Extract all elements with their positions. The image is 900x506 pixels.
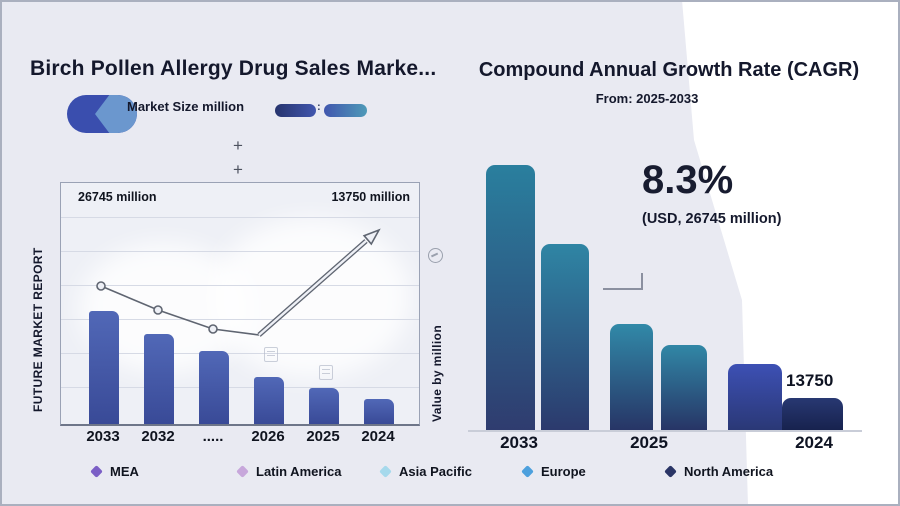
gridline <box>61 319 419 320</box>
x-tick-label: 2025 <box>630 433 668 452</box>
legend-item-north-america: North America <box>664 464 774 479</box>
bar-2026 <box>254 377 284 424</box>
x-tick-label: 2033 <box>500 433 538 452</box>
gradient-pill-left <box>275 104 316 117</box>
legend-item-europe: Europe <box>521 464 586 479</box>
value-label-13750: 13750 <box>786 371 834 390</box>
legend-diamond-icon <box>379 465 392 478</box>
trend-line-and-arrow <box>96 228 381 337</box>
clock-icon <box>428 248 443 263</box>
cagr-detail: (USD, 26745 million) <box>642 211 782 227</box>
bar-2024-bar-b <box>782 398 843 430</box>
x-tick-label: 2032 <box>141 428 175 445</box>
cylinder-icon <box>67 95 137 133</box>
cagr-percentage: 8.3% <box>642 158 734 202</box>
step-line-decoration <box>641 273 643 289</box>
gridline <box>61 251 419 252</box>
x-tick-label: ..... <box>202 428 224 445</box>
legend-label: Europe <box>541 464 586 479</box>
legend-item-asia-pacific: Asia Pacific <box>379 464 472 479</box>
legend-diamond-icon <box>236 465 249 478</box>
watermark-document-icon <box>264 347 278 362</box>
annotation-13750: 13750 million <box>331 190 410 204</box>
future-market-report-label: FUTURE MARKET REPORT <box>31 247 45 412</box>
bar-2032 <box>144 334 174 424</box>
bar-2024-bar-a <box>728 364 782 430</box>
bar-2033-bar-a <box>486 165 535 430</box>
left-chart-title: Birch Pollen Allergy Drug Sales Marke... <box>30 57 437 80</box>
plus-decoration-2: + <box>233 160 243 179</box>
bar-2033 <box>89 311 119 424</box>
legend-diamond-icon <box>521 465 534 478</box>
legend-label: MEA <box>110 464 139 479</box>
bar-2033-bar-b <box>541 244 589 430</box>
legend-label: Asia Pacific <box>399 464 472 479</box>
watermark-document-icon <box>319 365 333 380</box>
gridline <box>61 353 419 354</box>
annotation-26745: 26745 million <box>78 190 157 204</box>
x-tick-label: 2025 <box>306 428 340 445</box>
right-chart-axis-line <box>468 430 862 432</box>
pill-colon: : <box>317 101 321 113</box>
gridline <box>61 285 419 286</box>
cloud-decoration <box>211 218 411 378</box>
bar-2025-bar-a <box>610 324 653 430</box>
market-size-label: Market Size million <box>127 99 245 114</box>
x-tick-label: 2026 <box>251 428 285 445</box>
legend-diamond-icon <box>90 465 103 478</box>
left-bar-chart-panel: 26745 million 13750 million <box>60 182 420 426</box>
legend-item-mea: MEA <box>90 464 139 479</box>
bar-2025 <box>309 388 339 424</box>
bar-..... <box>199 351 229 424</box>
cagr-title: Compound Annual Growth Rate (CAGR) <box>478 59 860 81</box>
cagr-subtitle: From: 2025-2033 <box>595 91 699 106</box>
gridline <box>61 387 419 388</box>
legend-diamond-icon <box>664 465 677 478</box>
legend-label: North America <box>684 464 774 479</box>
x-tick-label: 2024 <box>795 433 833 452</box>
gridline <box>61 217 419 218</box>
plus-decoration-1: + <box>233 136 243 155</box>
legend-item-latin-america: Latin America <box>236 464 342 479</box>
legend-label: Latin America <box>256 464 342 479</box>
gradient-pill-right <box>324 104 367 117</box>
bar-2025-bar-b <box>661 345 707 430</box>
value-by-million-label: Value by million <box>430 324 444 422</box>
step-line-decoration <box>603 288 643 290</box>
x-tick-label: 2033 <box>86 428 120 445</box>
bar-2024 <box>364 399 394 424</box>
x-tick-label: 2024 <box>361 428 395 445</box>
